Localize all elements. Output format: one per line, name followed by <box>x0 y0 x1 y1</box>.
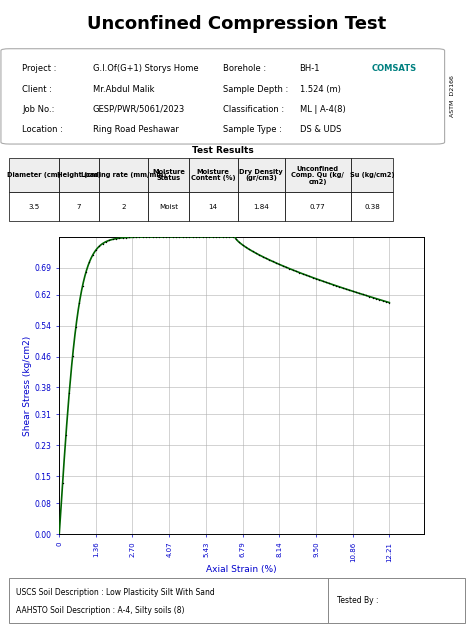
Bar <box>99 192 148 221</box>
Text: USCS Soil Description : Low Plasticity Silt With Sand: USCS Soil Description : Low Plasticity S… <box>16 588 215 597</box>
Text: 2: 2 <box>121 204 126 210</box>
Bar <box>351 158 393 192</box>
Text: Client :: Client : <box>22 85 57 94</box>
Text: Job No.:: Job No.: <box>22 105 60 114</box>
Text: COMSATS: COMSATS <box>372 64 417 73</box>
Text: Tested By :: Tested By : <box>337 596 379 605</box>
Bar <box>237 158 284 192</box>
Text: Project :: Project : <box>22 64 62 73</box>
Text: Unconfined
Comp. Qu (kg/
cm2): Unconfined Comp. Qu (kg/ cm2) <box>292 166 344 185</box>
Text: G.I.Of(G+1) Storys Home: G.I.Of(G+1) Storys Home <box>93 64 198 73</box>
Text: Sample Depth :: Sample Depth : <box>223 85 293 94</box>
Text: Classification :: Classification : <box>223 105 289 114</box>
Text: 0.38: 0.38 <box>364 204 380 210</box>
Text: 1.524 (m): 1.524 (m) <box>300 85 340 94</box>
Text: ASTM  D2166: ASTM D2166 <box>450 75 455 118</box>
Text: Dry Density
(gr/cm3): Dry Density (gr/cm3) <box>239 169 283 181</box>
Text: Diameter (cm): Diameter (cm) <box>7 172 61 178</box>
Bar <box>189 192 237 221</box>
Text: Height (cm): Height (cm) <box>57 172 101 178</box>
Text: 1.84: 1.84 <box>253 204 269 210</box>
Bar <box>148 158 189 192</box>
FancyBboxPatch shape <box>1 49 445 144</box>
Bar <box>284 158 351 192</box>
Text: Test Results: Test Results <box>192 146 254 155</box>
Text: Moisture
Content (%): Moisture Content (%) <box>191 169 236 181</box>
Text: Moist: Moist <box>159 204 178 210</box>
X-axis label: Axial Strain (%): Axial Strain (%) <box>207 565 277 574</box>
Text: Mr.Abdul Malik: Mr.Abdul Malik <box>93 85 154 94</box>
Bar <box>9 158 59 192</box>
Bar <box>284 192 351 221</box>
Text: Ring Road Peshawar: Ring Road Peshawar <box>93 125 179 134</box>
Text: 3.5: 3.5 <box>28 204 40 210</box>
Text: Unconfined Compression Test: Unconfined Compression Test <box>87 15 387 33</box>
Y-axis label: Shear Stress (kg/cm2): Shear Stress (kg/cm2) <box>23 336 32 435</box>
Bar <box>189 158 237 192</box>
Text: Location :: Location : <box>22 125 68 134</box>
Text: ML | A-4(8): ML | A-4(8) <box>300 105 346 114</box>
Bar <box>237 192 284 221</box>
Bar <box>351 192 393 221</box>
Bar <box>59 158 99 192</box>
Text: 7: 7 <box>77 204 81 210</box>
Text: Loading rate (mm/min): Loading rate (mm/min) <box>81 172 166 178</box>
Text: BH-1: BH-1 <box>300 64 320 73</box>
Bar <box>99 158 148 192</box>
Text: DS & UDS: DS & UDS <box>300 125 341 134</box>
Bar <box>9 192 59 221</box>
Text: Sample Type :: Sample Type : <box>223 125 287 134</box>
Bar <box>59 192 99 221</box>
Text: 0.77: 0.77 <box>310 204 326 210</box>
Bar <box>148 192 189 221</box>
Text: AAHSTO Soil Description : A-4, Silty soils (8): AAHSTO Soil Description : A-4, Silty soi… <box>16 605 185 615</box>
Text: GESP/PWR/5061/2023: GESP/PWR/5061/2023 <box>93 105 185 114</box>
Text: Borehole :: Borehole : <box>223 64 271 73</box>
Text: 14: 14 <box>209 204 218 210</box>
Text: Moisture
Status: Moisture Status <box>152 169 185 181</box>
Text: Su (kg/cm2): Su (kg/cm2) <box>350 172 394 178</box>
